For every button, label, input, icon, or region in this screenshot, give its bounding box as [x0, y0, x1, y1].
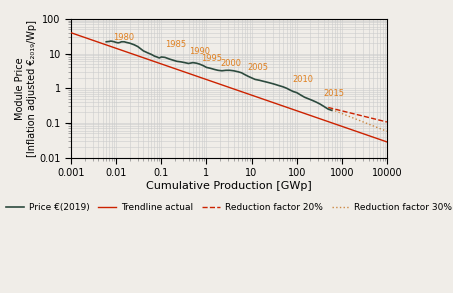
Text: 2015: 2015: [324, 89, 345, 98]
Text: 2000: 2000: [220, 59, 241, 68]
Text: 1990: 1990: [189, 47, 211, 56]
Text: 1980: 1980: [113, 33, 134, 42]
Legend: Price €(2019), Trendline actual, Reduction factor 20%, Reduction factor 30%: Price €(2019), Trendline actual, Reducti…: [2, 199, 453, 215]
X-axis label: Cumulative Production [GWp]: Cumulative Production [GWp]: [146, 181, 312, 191]
Y-axis label: Module Price
[Inflation adjusted €₂₀₁₉/Wp]: Module Price [Inflation adjusted €₂₀₁₉/W…: [15, 20, 37, 157]
Text: 2010: 2010: [292, 75, 313, 84]
Text: 1995: 1995: [201, 54, 222, 63]
Text: 2005: 2005: [247, 63, 268, 72]
Text: 1985: 1985: [165, 40, 186, 49]
